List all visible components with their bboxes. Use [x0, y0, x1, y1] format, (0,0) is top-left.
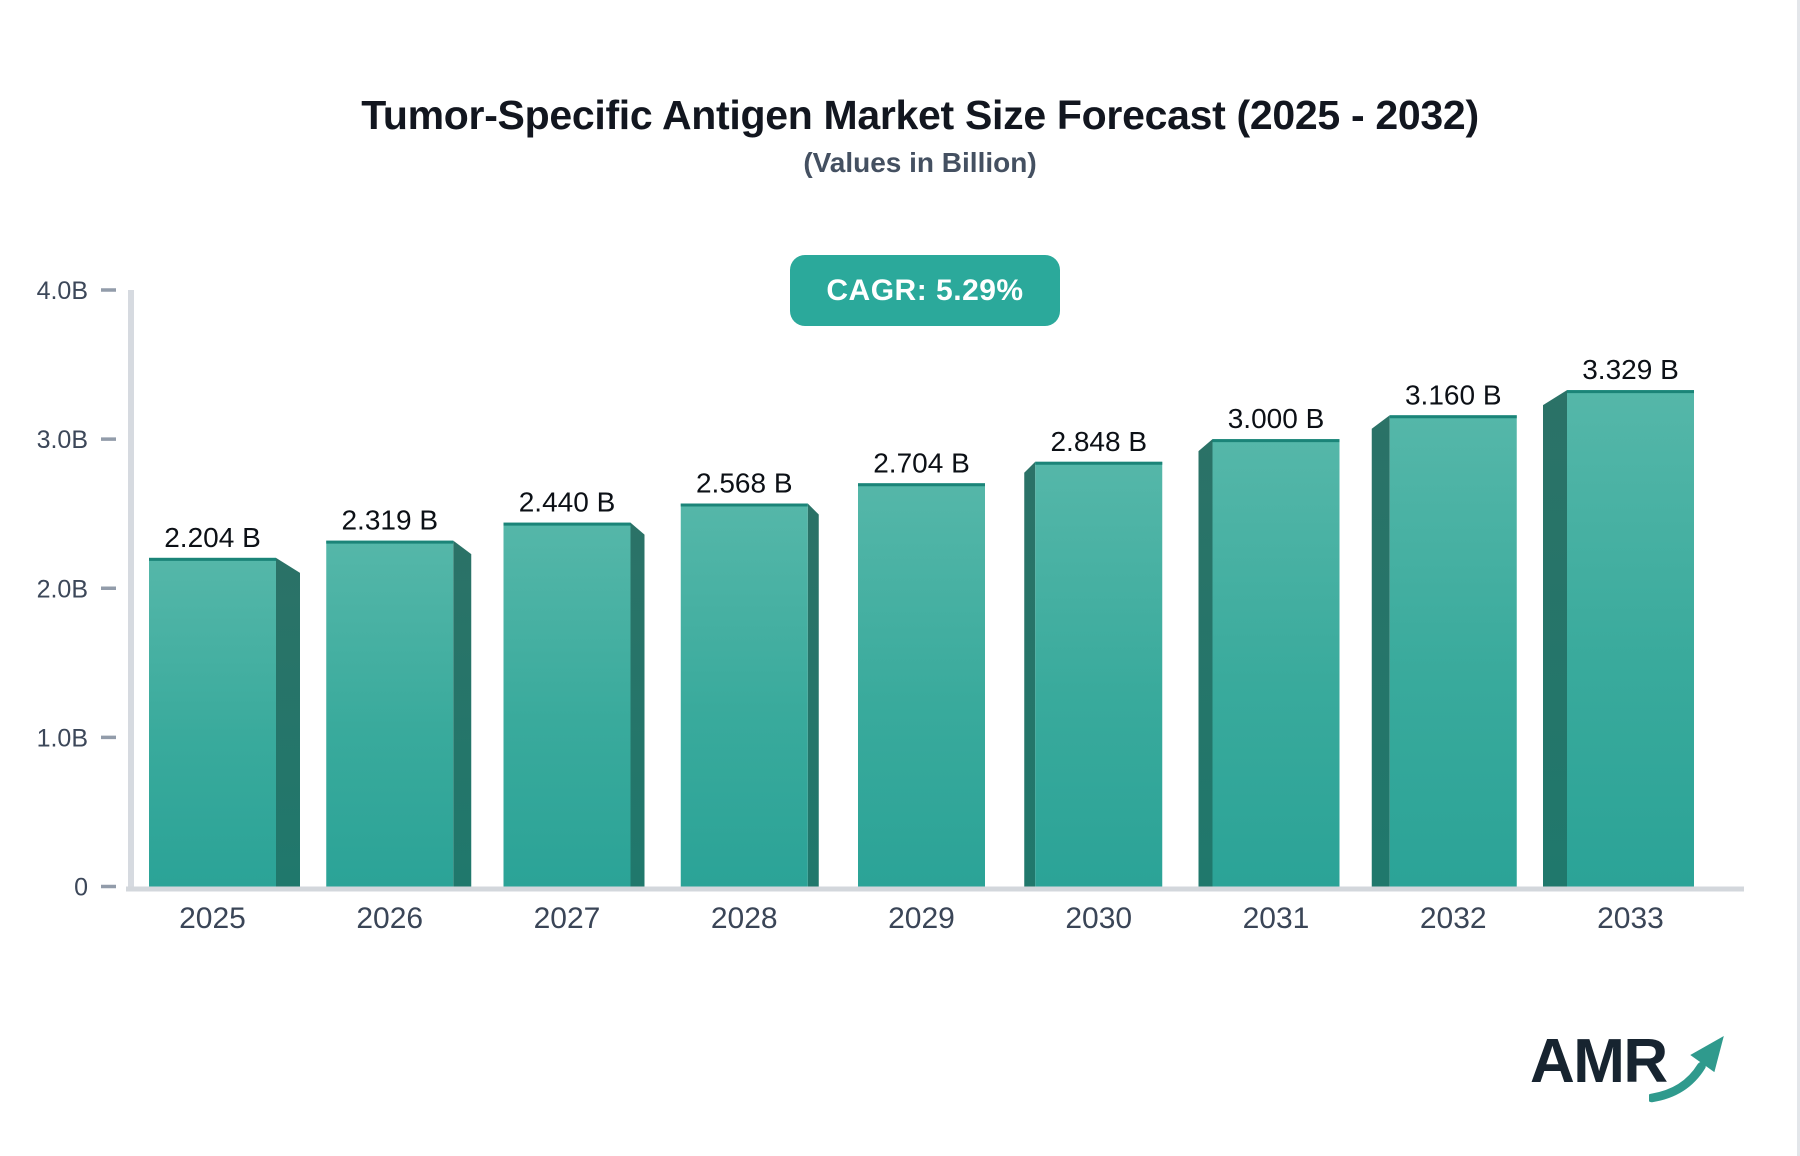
bar-2029: 2.704 B 2029	[858, 447, 985, 935]
y-axis-tick	[101, 884, 116, 889]
y-axis-tick	[101, 437, 116, 441]
bar-2027: 2.440 B 2027	[503, 487, 645, 935]
bar-side-face	[807, 503, 819, 887]
chart-title: Tumor-Specific Antigen Market Size Forec…	[361, 92, 1479, 138]
y-axis-tick	[101, 288, 116, 292]
y-axis-tick-label: 1.0B	[37, 724, 88, 752]
bar-side-face	[630, 522, 645, 887]
bar-value-label: 2.568 B	[696, 468, 793, 499]
y-axis-tick	[101, 586, 116, 590]
y-axis-line	[128, 290, 134, 891]
bar-side-face	[1371, 415, 1390, 887]
bar-value-label: 3.329 B	[1582, 354, 1679, 385]
bar-side-face	[453, 540, 472, 887]
x-axis-label: 2027	[534, 902, 601, 935]
x-axis-label: 2025	[179, 902, 246, 935]
bar-front-face	[680, 503, 808, 887]
amr-logo-text: AMR	[1530, 1027, 1668, 1096]
y-axis-tick	[101, 735, 116, 740]
cagr-badge: CAGR: 5.29%	[790, 255, 1060, 326]
bar-front-face	[1035, 461, 1163, 887]
bar-value-label: 2.319 B	[341, 505, 438, 536]
y-axis-tick-label: 4.0B	[37, 277, 88, 305]
bar-2026: 2.319 B 2026	[326, 505, 472, 935]
bar-value-label: 2.848 B	[1050, 426, 1147, 457]
chart-subtitle: (Values in Billion)	[803, 147, 1037, 178]
bar-2033: 3.329 B 2033	[1543, 354, 1694, 935]
y-axis-tick-label: 0	[74, 874, 88, 902]
screen-edge-line	[1797, 0, 1800, 1156]
bar-side-face	[1024, 461, 1036, 887]
bar-front-face	[149, 557, 276, 887]
x-axis-label: 2026	[356, 902, 423, 935]
x-axis-label: 2028	[711, 902, 778, 935]
bar-side-face	[276, 557, 300, 887]
x-axis-baseline	[126, 886, 1744, 892]
bar-value-label: 3.000 B	[1228, 403, 1325, 434]
x-axis-label: 2032	[1420, 902, 1487, 935]
growth-arrow-icon	[1648, 1036, 1724, 1103]
y-axis-tick-label: 3.0B	[37, 426, 88, 454]
bar-2025: 2.204 B 2025	[149, 522, 300, 935]
bar-2031: 3.000 B 2031	[1198, 403, 1340, 935]
amr-logo: AMR	[1530, 1027, 1735, 1103]
bar-2028: 2.568 B 2028	[680, 468, 819, 935]
bar-front-face	[1389, 415, 1517, 887]
bar-2030: 2.848 B 2030	[1024, 426, 1163, 935]
x-axis-label: 2029	[888, 902, 955, 935]
bar-front-face	[1567, 390, 1694, 887]
x-axis-label: 2030	[1065, 902, 1132, 935]
bar-value-label: 2.704 B	[873, 447, 970, 478]
bar-2032: 3.160 B 2032	[1371, 379, 1517, 935]
bar-side-face	[1198, 439, 1213, 887]
bar-value-label: 2.204 B	[164, 522, 261, 553]
bar-value-label: 3.160 B	[1405, 379, 1502, 410]
bar-side-face	[1543, 390, 1567, 887]
bar-front-face	[858, 483, 985, 887]
x-axis-label: 2031	[1243, 902, 1310, 935]
bar-front-face	[326, 540, 454, 887]
bar-front-face	[1212, 439, 1340, 887]
x-axis-label: 2033	[1597, 902, 1664, 935]
bar-value-label: 2.440 B	[519, 487, 616, 518]
y-axis-tick-label: 2.0B	[37, 575, 88, 603]
bar-front-face	[503, 522, 631, 887]
